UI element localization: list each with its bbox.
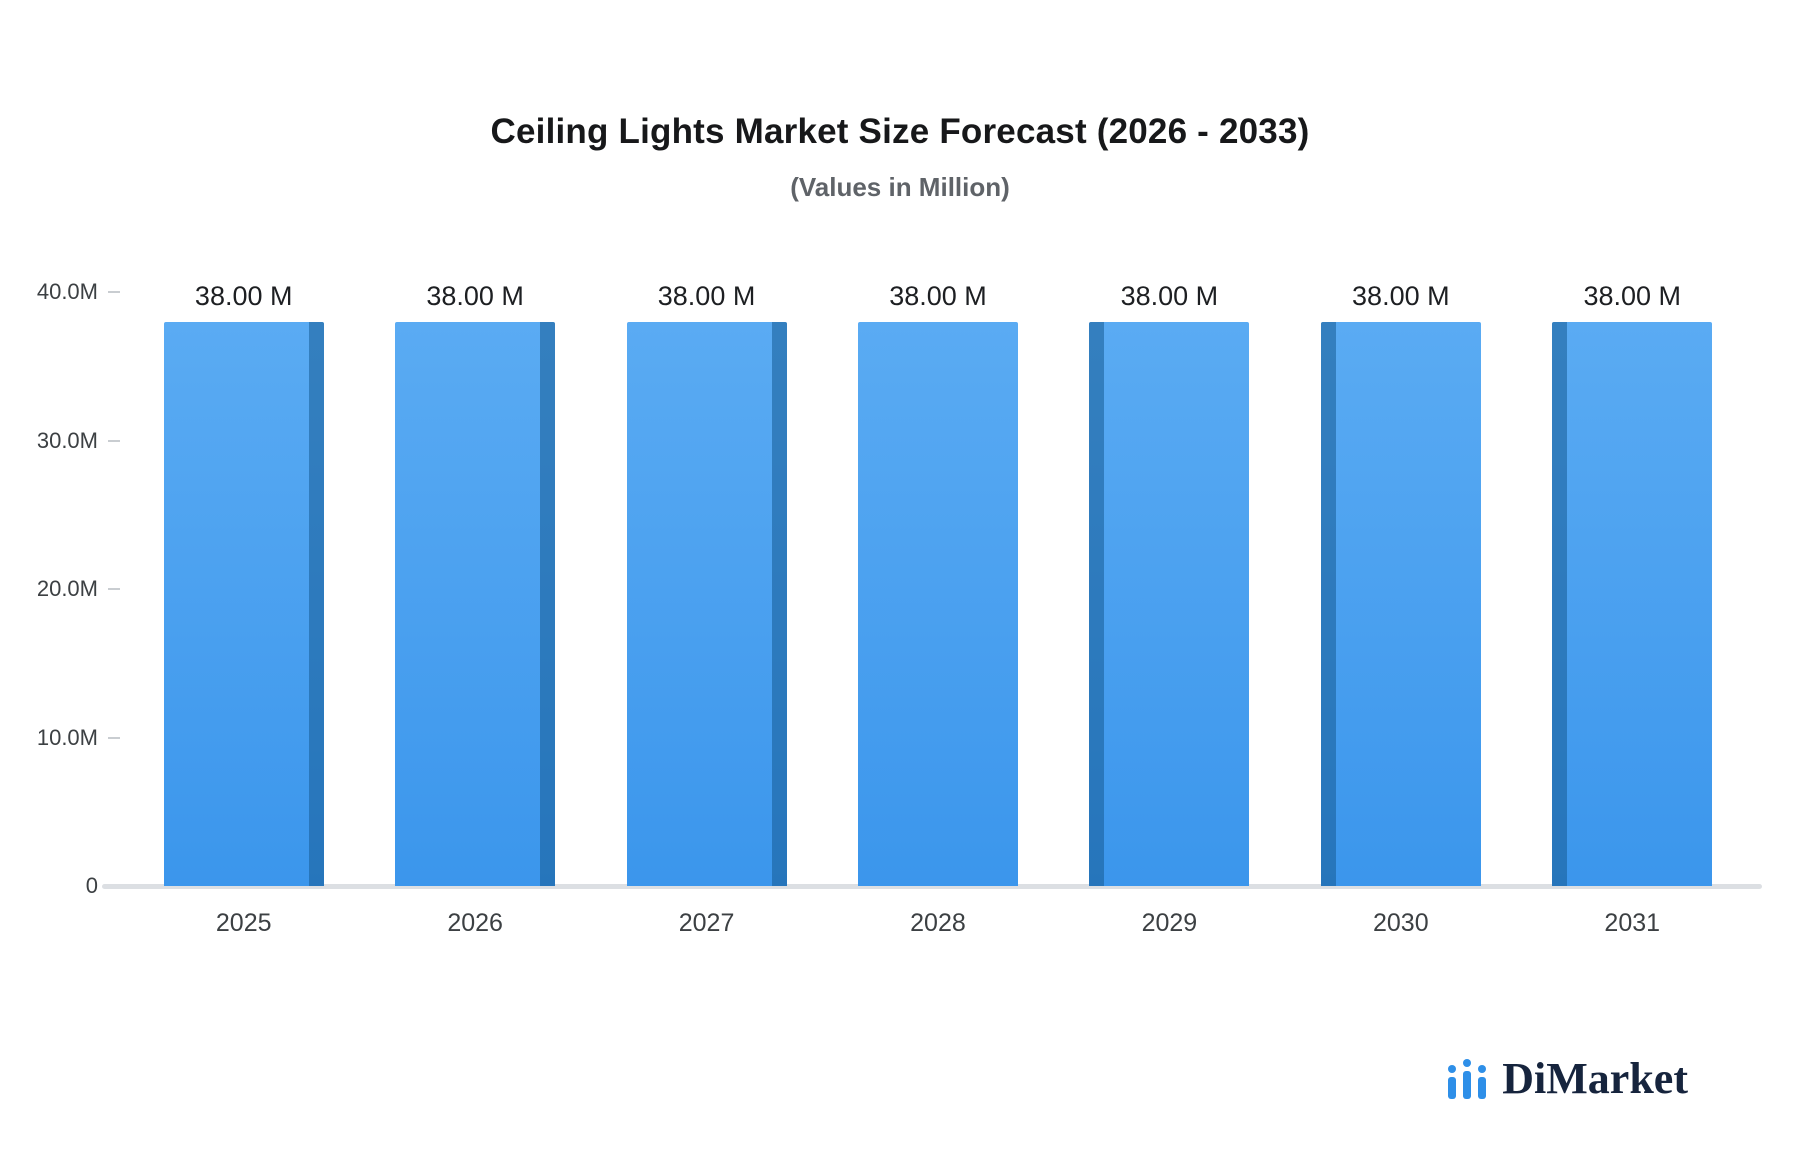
- logo-text: DiMarket: [1502, 1054, 1688, 1103]
- bar-slot: 38.00 M 2027: [591, 281, 822, 937]
- plot-area: 38.00 M 2025 38.00 M 2026 38.00 M 2027 38.00 M…: [102, 281, 1762, 937]
- y-axis-tick-label: 20.0M: [36, 576, 98, 601]
- bar-slot: 38.00 M 2028: [822, 281, 1053, 937]
- chart-title: Ceiling Lights Market Size Forecast (202…: [490, 112, 1310, 151]
- bar-value-label: 38.00 M: [657, 281, 756, 311]
- chart-area: 0 10.0M 20.0M 30.0M 40.0M 38.00 M 2025 38.00 M…: [0, 279, 1800, 937]
- bar: [1320, 322, 1481, 886]
- y-axis-tick-label: 10.0M: [36, 724, 98, 750]
- y-axis-tick: 10.0M: [37, 725, 120, 751]
- bar-value-label: 38.00 M: [426, 281, 524, 311]
- bar-shade: [1552, 322, 1568, 886]
- bar-slot: 38.00 M 2029: [1054, 281, 1285, 937]
- bar-slot: 38.00 M 2026: [359, 281, 590, 937]
- bar-shade: [308, 322, 324, 886]
- bar-value-label: 38.00 M: [1120, 281, 1219, 311]
- bar-shade: [540, 322, 556, 886]
- x-axis-line: [102, 884, 1762, 889]
- bar: [1552, 322, 1713, 886]
- bar: [1089, 322, 1250, 886]
- y-axis-tick: 20.0M: [37, 576, 120, 602]
- bar-shade: [1320, 322, 1336, 886]
- x-axis-label: 2031: [1604, 909, 1661, 937]
- y-axis-tick-mark: [108, 588, 120, 590]
- y-axis-tick: 40.0M: [37, 279, 120, 305]
- y-axis-tick-mark: [108, 439, 120, 442]
- bar: [857, 322, 1018, 886]
- y-axis-tick: 30.0M: [37, 428, 120, 454]
- dimarket-logo: DiMarket: [1444, 1053, 1688, 1104]
- bar-value-label: 38.00 M: [1352, 281, 1450, 311]
- x-axis-label: 2025: [215, 909, 272, 937]
- bar-value-label: 38.00 M: [889, 281, 987, 311]
- y-axis-tick-label: 40.0M: [36, 279, 98, 304]
- bar: [395, 322, 556, 886]
- x-axis-label: 2030: [1373, 909, 1429, 937]
- bar-chart-dots-icon: [1448, 1058, 1487, 1099]
- bar-slot: 38.00 M 2030: [1285, 281, 1516, 937]
- x-axis-label: 2028: [910, 909, 966, 937]
- bar-slot: 38.00 M 2025: [128, 281, 359, 937]
- x-axis-label: 2029: [1141, 909, 1198, 937]
- x-axis-label: 2026: [447, 909, 503, 937]
- bar-value-label: 38.00 M: [1583, 281, 1682, 311]
- y-axis: 0 10.0M 20.0M 30.0M 40.0M: [0, 279, 120, 898]
- y-axis-tick-mark: [108, 291, 120, 293]
- chart-subtitle: (Values in Million): [790, 172, 1010, 202]
- y-axis-tick-mark: [108, 736, 120, 739]
- x-axis-label: 2027: [678, 909, 735, 937]
- bar-value-label: 38.00 M: [194, 281, 293, 311]
- bar: [163, 322, 324, 886]
- bar-shade: [1089, 322, 1105, 886]
- y-axis-tick-label: 0: [85, 873, 98, 898]
- y-axis-tick-label: 30.0M: [36, 427, 98, 453]
- bar-shade: [771, 322, 787, 886]
- bar-slot: 38.00 M 2031: [1517, 281, 1748, 937]
- bar: [626, 322, 787, 886]
